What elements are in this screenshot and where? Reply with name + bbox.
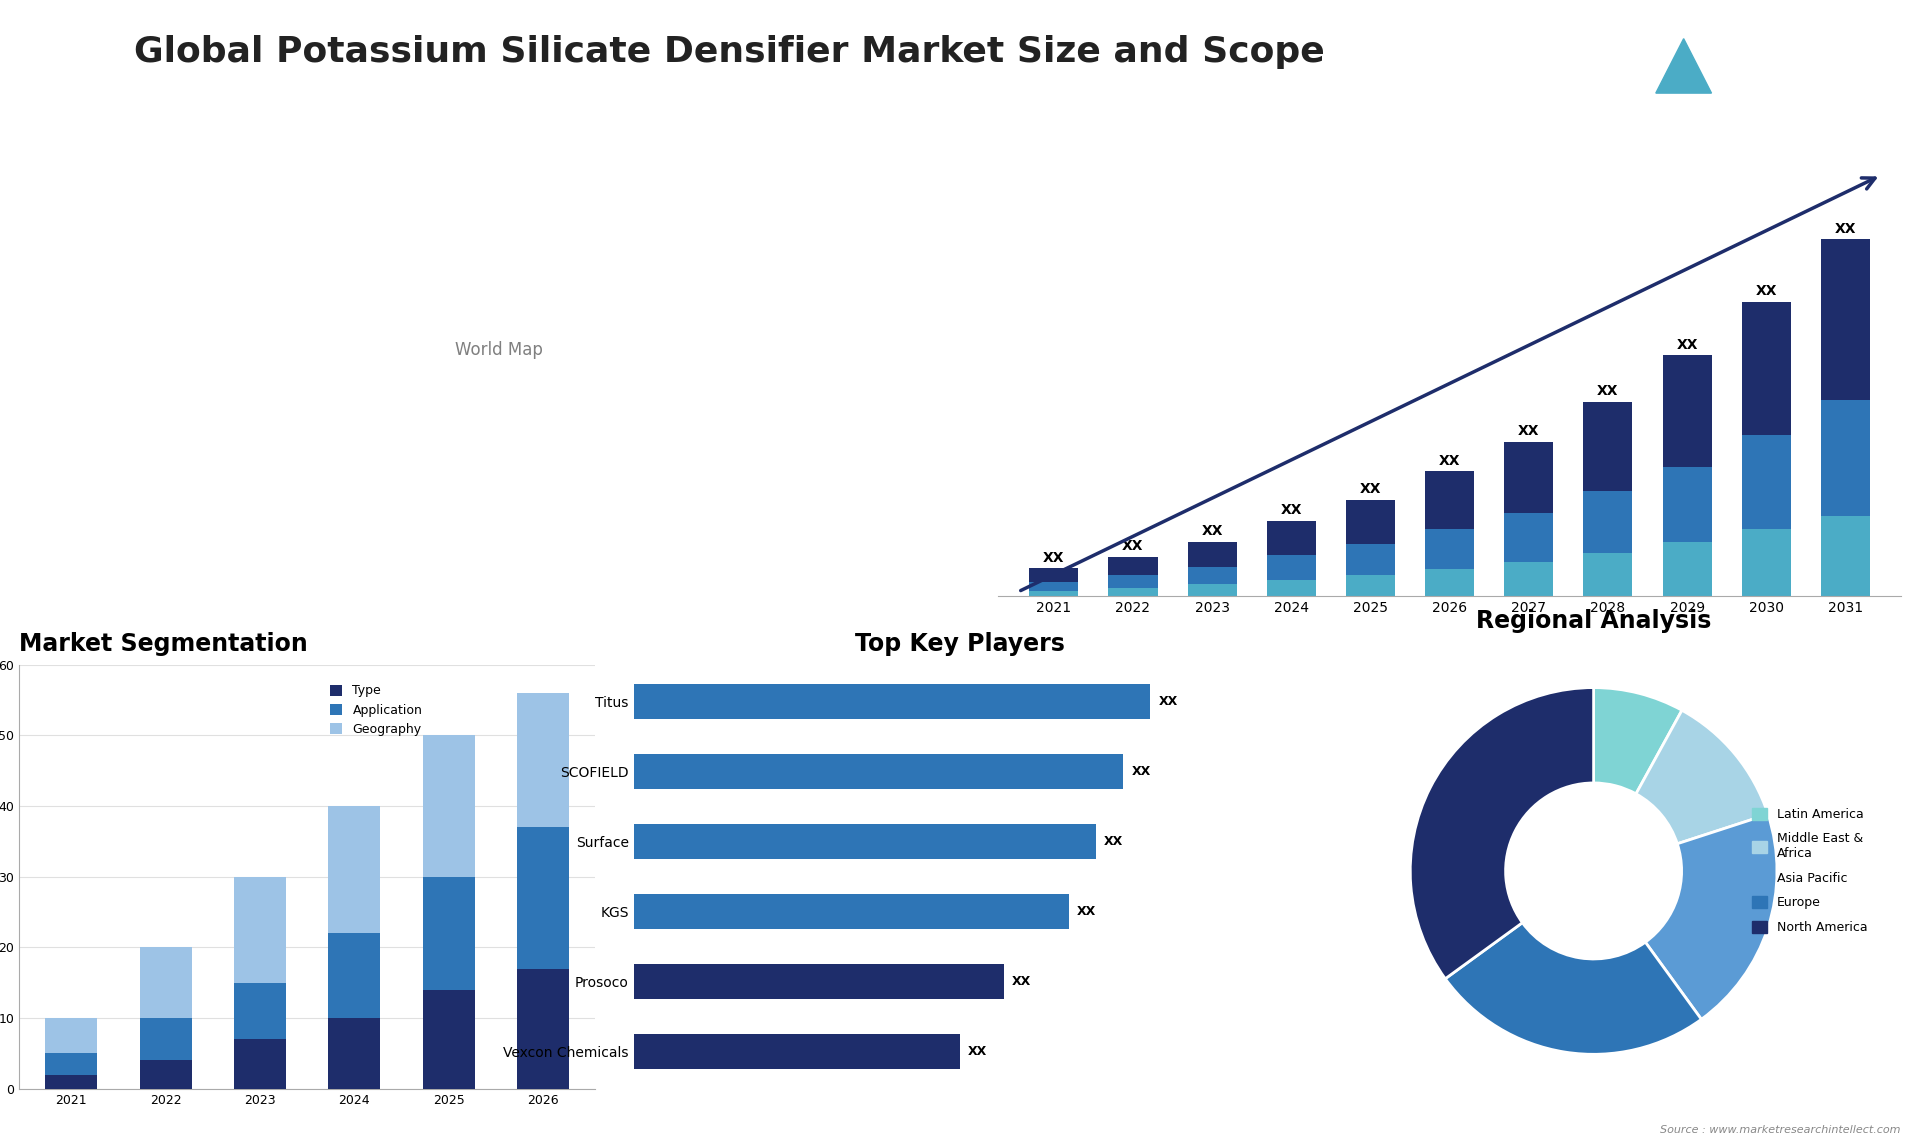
Bar	[1820, 400, 1870, 516]
Bar	[1584, 401, 1632, 490]
Text: XX: XX	[968, 1045, 987, 1059]
Bar	[328, 1018, 380, 1089]
Text: XX: XX	[1281, 503, 1302, 518]
Text: INTELLECT: INTELLECT	[1753, 92, 1814, 101]
Bar	[1267, 521, 1315, 555]
Bar	[1741, 435, 1791, 529]
Text: XX: XX	[1077, 905, 1096, 918]
Bar	[1346, 500, 1396, 544]
Bar	[234, 1039, 286, 1089]
Text: XX: XX	[1131, 766, 1150, 778]
Bar	[1188, 566, 1236, 584]
Bar	[1029, 590, 1079, 596]
Bar	[1503, 513, 1553, 562]
Bar	[328, 933, 380, 1018]
Bar	[234, 982, 286, 1039]
Bar	[1425, 529, 1475, 570]
Bar	[634, 894, 1069, 929]
Bar	[1741, 529, 1791, 596]
Text: XX: XX	[1755, 284, 1778, 298]
Bar	[1503, 562, 1553, 596]
Bar	[1029, 582, 1079, 590]
Wedge shape	[1411, 688, 1594, 979]
Text: XX: XX	[1359, 482, 1380, 496]
Text: RESEARCH: RESEARCH	[1753, 70, 1814, 79]
Wedge shape	[1636, 711, 1768, 843]
Title: Top Key Players: Top Key Players	[854, 631, 1066, 656]
Bar	[1108, 557, 1158, 574]
Bar	[634, 684, 1150, 719]
Bar	[328, 806, 380, 933]
Bar	[1425, 471, 1475, 529]
Text: XX: XX	[1012, 975, 1031, 988]
Bar	[516, 827, 568, 968]
Bar	[1346, 544, 1396, 575]
Bar	[46, 1075, 98, 1089]
Text: XX: XX	[1836, 222, 1857, 236]
Wedge shape	[1594, 688, 1682, 794]
Text: XX: XX	[1438, 454, 1461, 468]
Wedge shape	[1446, 923, 1701, 1054]
Bar	[634, 754, 1123, 790]
Bar	[140, 1060, 192, 1089]
Text: XX: XX	[1043, 551, 1064, 565]
Bar	[1584, 490, 1632, 554]
Bar	[1663, 542, 1711, 596]
Bar	[634, 824, 1096, 860]
Bar	[1188, 542, 1236, 566]
Bar	[140, 948, 192, 1018]
Bar	[1741, 301, 1791, 435]
Text: XX: XX	[1597, 384, 1619, 398]
Bar	[422, 990, 474, 1089]
Text: Source : www.marketresearchintellect.com: Source : www.marketresearchintellect.com	[1661, 1124, 1901, 1135]
Bar	[516, 968, 568, 1089]
Bar	[422, 877, 474, 990]
Text: XX: XX	[1676, 338, 1697, 352]
Text: XX: XX	[1158, 694, 1177, 708]
Bar	[1584, 554, 1632, 596]
Text: Global Potassium Silicate Densifier Market Size and Scope: Global Potassium Silicate Densifier Mark…	[134, 34, 1325, 69]
Bar	[1029, 568, 1079, 582]
Title: Regional Analysis: Regional Analysis	[1476, 609, 1711, 633]
Bar	[1188, 584, 1236, 596]
Bar	[1663, 355, 1711, 466]
Bar	[46, 1053, 98, 1075]
Bar	[1108, 574, 1158, 588]
Text: MARKET: MARKET	[1759, 48, 1809, 57]
Bar	[1267, 555, 1315, 580]
Legend: Latin America, Middle East &
Africa, Asia Pacific, Europe, North America: Latin America, Middle East & Africa, Asi…	[1747, 803, 1872, 939]
Text: Market Segmentation: Market Segmentation	[19, 631, 307, 656]
Bar	[1346, 575, 1396, 596]
Text: XX: XX	[1202, 524, 1223, 537]
Bar	[1820, 240, 1870, 400]
Bar	[46, 1018, 98, 1053]
Bar	[634, 1035, 960, 1069]
Bar	[234, 877, 286, 982]
Bar	[1820, 516, 1870, 596]
Bar	[634, 964, 1004, 999]
Bar	[140, 1018, 192, 1060]
Text: XX: XX	[1519, 424, 1540, 438]
Bar	[1267, 580, 1315, 596]
Bar	[1663, 466, 1711, 542]
Bar	[1425, 570, 1475, 596]
Polygon shape	[1655, 39, 1711, 93]
Legend: Type, Application, Geography: Type, Application, Geography	[324, 680, 428, 741]
Text: XX: XX	[1121, 539, 1144, 554]
Bar	[516, 693, 568, 827]
Bar	[1503, 441, 1553, 513]
Text: XX: XX	[1104, 835, 1123, 848]
Bar	[422, 736, 474, 877]
Bar	[1108, 588, 1158, 596]
Text: World Map: World Map	[455, 340, 543, 359]
Wedge shape	[1645, 815, 1776, 1019]
